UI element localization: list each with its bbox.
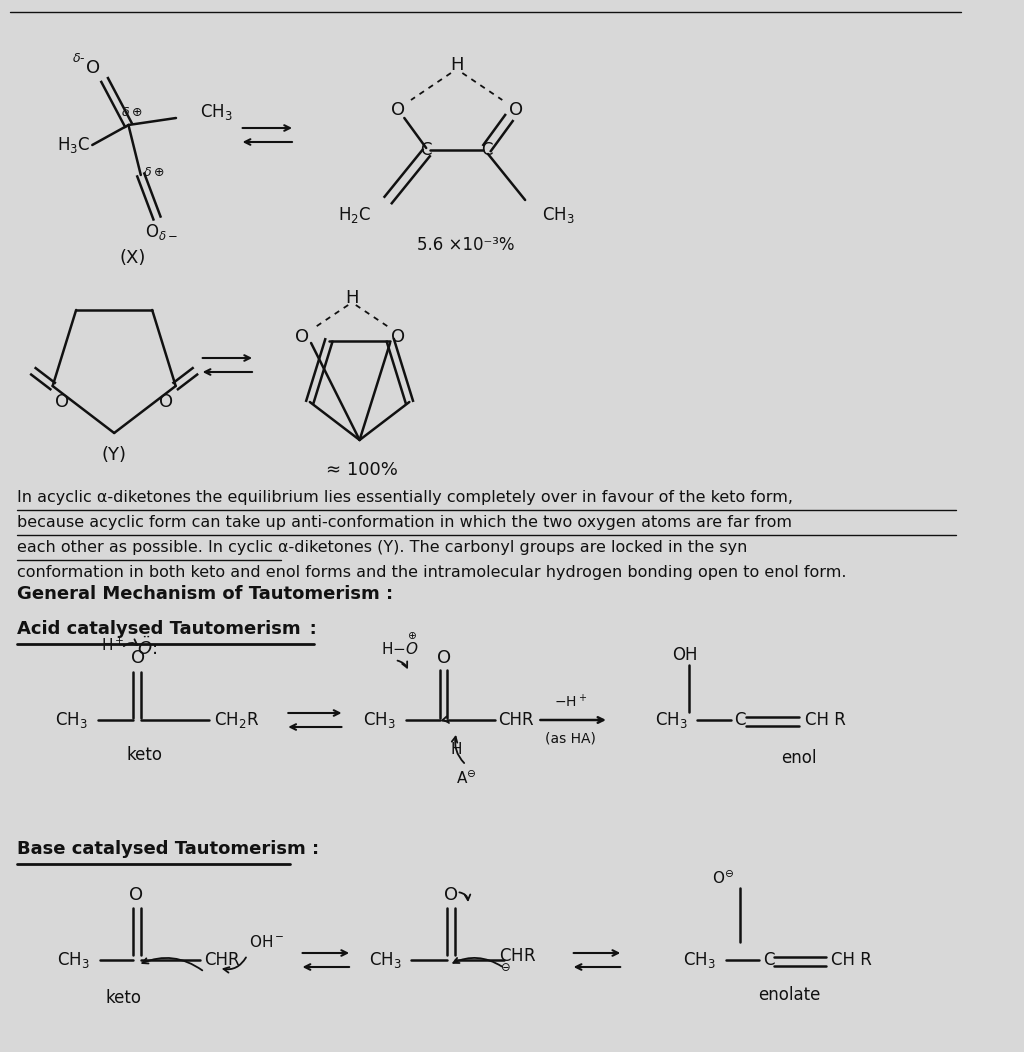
- Text: because acyclic form can take up anti-conformation in which the two oxygen atoms: because acyclic form can take up anti-co…: [17, 515, 793, 530]
- Text: (Y): (Y): [101, 446, 127, 464]
- Text: H: H: [450, 56, 464, 74]
- Text: CH$_3$: CH$_3$: [654, 710, 687, 730]
- Text: $\delta\oplus$: $\delta\oplus$: [121, 105, 142, 119]
- Text: CH R: CH R: [805, 711, 846, 729]
- Text: O$_{\delta-}$: O$_{\delta-}$: [145, 222, 178, 242]
- Text: C: C: [481, 141, 493, 159]
- Text: keto: keto: [105, 989, 141, 1007]
- Text: Acid catalysed Tautomerism :: Acid catalysed Tautomerism :: [17, 620, 316, 638]
- Text: A$^{\ominus}$: A$^{\ominus}$: [456, 769, 476, 787]
- Text: enolate: enolate: [759, 986, 821, 1004]
- Text: OH$^-$: OH$^-$: [249, 934, 284, 950]
- Text: CH R: CH R: [831, 951, 872, 969]
- Text: $\ddot{O}$:: $\ddot{O}$:: [137, 636, 158, 660]
- Text: C: C: [763, 951, 774, 969]
- Text: CH$_2$R: CH$_2$R: [214, 710, 259, 730]
- Text: H$_3$C: H$_3$C: [57, 135, 90, 155]
- Text: C: C: [734, 711, 745, 729]
- Text: General Mechanism of Tautomerism :: General Mechanism of Tautomerism :: [17, 585, 393, 603]
- Text: CHR: CHR: [205, 951, 241, 969]
- Text: CH$_3$: CH$_3$: [683, 950, 716, 970]
- Text: O: O: [159, 392, 173, 410]
- Text: CH$_3$: CH$_3$: [200, 102, 232, 122]
- Text: H$-\overset{\oplus}{O}$: H$-\overset{\oplus}{O}$: [381, 631, 418, 659]
- Text: ≈ 100%: ≈ 100%: [326, 461, 397, 479]
- Text: H$^+$: H$^+$: [100, 636, 124, 653]
- Text: O: O: [390, 101, 404, 119]
- Text: CH$_3$: CH$_3$: [364, 710, 396, 730]
- Text: $\delta$-: $\delta$-: [73, 52, 86, 64]
- Text: OH: OH: [672, 646, 697, 664]
- Text: (as HA): (as HA): [546, 731, 596, 745]
- Text: O$^{\ominus}$: O$^{\ominus}$: [712, 869, 734, 887]
- Text: enol: enol: [781, 749, 817, 767]
- Text: CHR: CHR: [499, 711, 535, 729]
- Text: O: O: [296, 328, 309, 346]
- Text: O: O: [129, 886, 143, 904]
- Text: O: O: [390, 328, 404, 346]
- Text: H: H: [345, 289, 358, 307]
- Text: CH$_3$: CH$_3$: [57, 950, 90, 970]
- Text: O: O: [86, 59, 100, 77]
- Text: CH$_3$: CH$_3$: [369, 950, 401, 970]
- Text: H$_2$C: H$_2$C: [338, 205, 371, 225]
- Text: conformation in both keto and enol forms and the intramolecular hydrogen bonding: conformation in both keto and enol forms…: [17, 565, 847, 580]
- Text: 5.6 ×10⁻³%: 5.6 ×10⁻³%: [418, 236, 515, 254]
- Text: In acyclic α-diketones the equilibrium lies essentially completely over in favou: In acyclic α-diketones the equilibrium l…: [17, 490, 794, 505]
- Text: O: O: [443, 886, 458, 904]
- Text: $\underset{\ominus}{\text{C}}$HR: $\underset{\ominus}{\text{C}}$HR: [500, 947, 537, 973]
- Text: CH$_3$: CH$_3$: [543, 205, 575, 225]
- Text: $-$H$^+$: $-$H$^+$: [554, 693, 588, 711]
- Text: O: O: [55, 392, 70, 410]
- Text: (X): (X): [120, 249, 146, 267]
- Text: O: O: [509, 101, 522, 119]
- Text: Base catalysed Tautomerism :: Base catalysed Tautomerism :: [17, 839, 319, 858]
- Text: H: H: [451, 743, 463, 757]
- Text: CH$_3$: CH$_3$: [55, 710, 88, 730]
- Text: C: C: [421, 141, 432, 159]
- Text: $\delta\oplus$: $\delta\oplus$: [142, 165, 164, 179]
- Text: each other as possible. In cyclic α-diketones (Y). The carbonyl groups are locke: each other as possible. In cyclic α-dike…: [17, 540, 748, 555]
- Text: keto: keto: [127, 746, 163, 764]
- Text: O: O: [131, 649, 145, 667]
- Text: O: O: [437, 649, 452, 667]
